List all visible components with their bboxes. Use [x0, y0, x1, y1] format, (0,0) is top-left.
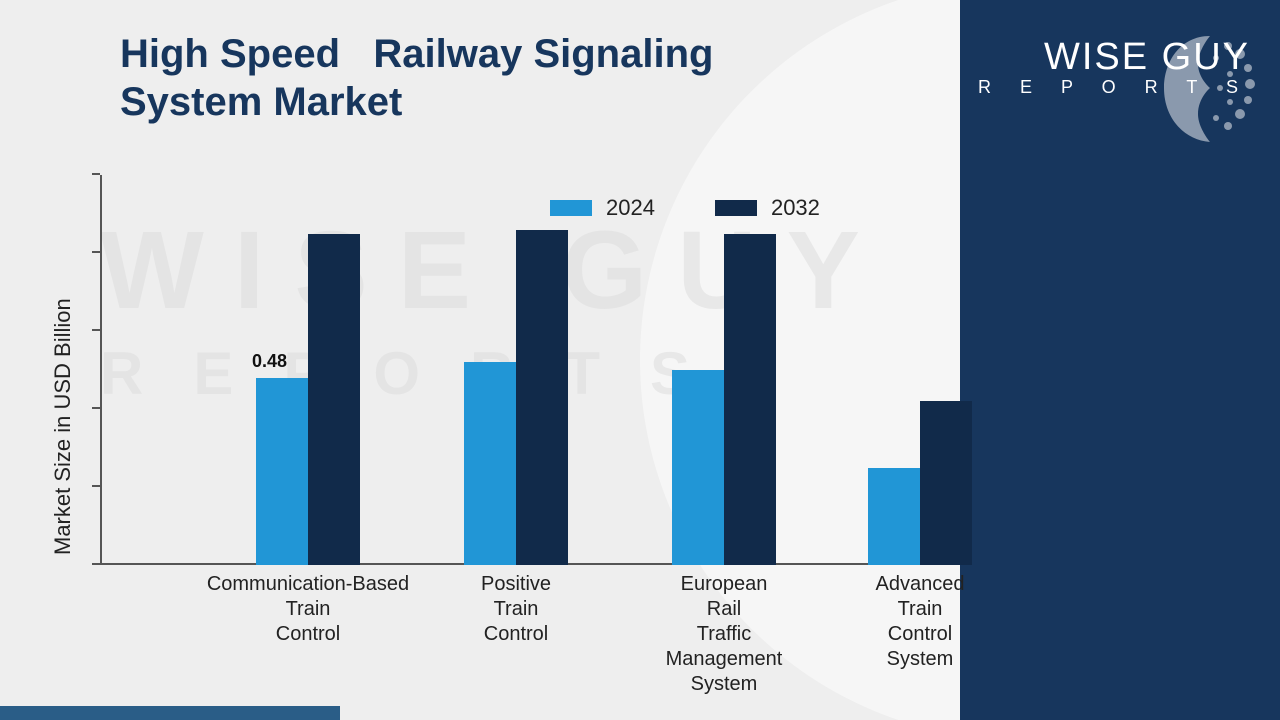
category-label: PositiveTrainControl [412, 572, 620, 647]
chart-title: High Speed Railway Signaling System Mark… [120, 30, 760, 126]
canvas: WISE GUY REPORTS WISE GUY R E P O R T S … [0, 0, 1280, 720]
chart-plot-area: 0.48 [100, 175, 930, 565]
bar-y2024 [672, 370, 724, 565]
y-axis-tick [92, 563, 100, 565]
bar-y2024 [868, 468, 920, 566]
y-axis-tick [92, 407, 100, 409]
bar-value-label: 0.48 [252, 351, 287, 372]
category-label: Communication-BasedTrainControl [204, 572, 412, 647]
bar-y2032 [516, 230, 568, 565]
y-axis-tick [92, 485, 100, 487]
bar-y2032 [920, 401, 972, 565]
category-label: AdvancedTrainControlSystem [816, 572, 1024, 672]
bar-y2024 [464, 362, 516, 565]
category-label: EuropeanRailTrafficManagementSystem [620, 572, 828, 697]
brand-logo: WISE GUY R E P O R T S [978, 36, 1250, 98]
bar-y2032 [308, 234, 360, 566]
y-axis-tick [92, 251, 100, 253]
brand-logo-line1: WISE GUY [978, 36, 1250, 79]
y-axis-tick [92, 173, 100, 175]
y-axis-label: Market Size in USD Billion [50, 298, 76, 555]
bar-y2024 [256, 378, 308, 565]
y-axis-tick [92, 329, 100, 331]
brand-logo-line2: R E P O R T S [978, 77, 1250, 98]
y-axis-line [100, 175, 102, 565]
bottom-strip [0, 706, 340, 720]
bar-y2032 [724, 234, 776, 566]
